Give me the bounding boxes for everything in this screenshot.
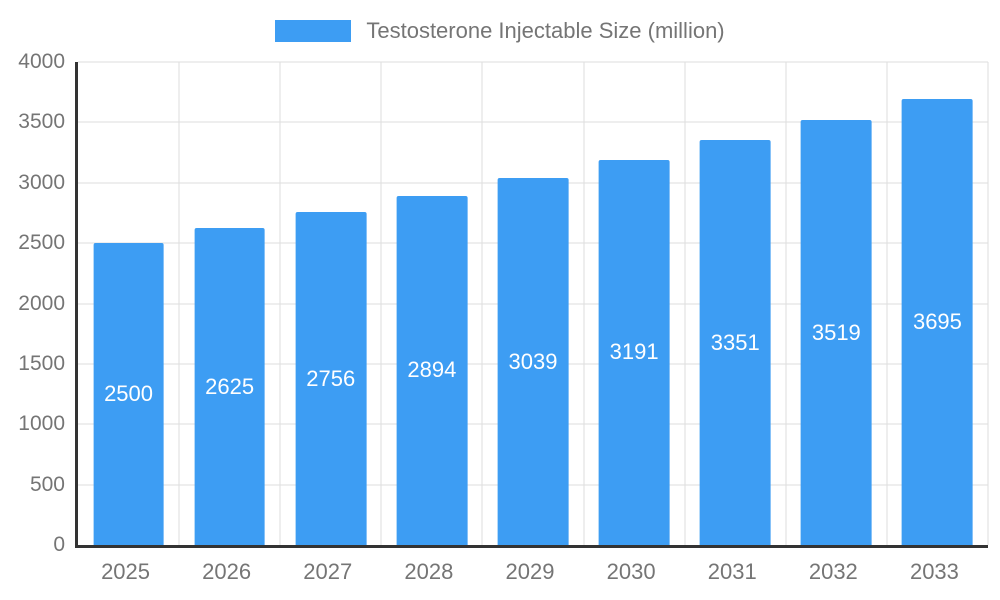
bar-2026[interactable]: 2625 — [194, 228, 266, 545]
x-axis-tick-label: 2033 — [909, 559, 959, 584]
v-gridline — [583, 62, 585, 545]
v-gridline — [279, 62, 281, 545]
x-axis-tick-label: 2027 — [303, 559, 353, 584]
x-axis-tick-label: 2028 — [404, 559, 454, 584]
y-axis: 0 500 1000 1500 2000 2500 3000 3500 4000 — [0, 50, 65, 556]
y-axis-tick-label: 1000 — [18, 412, 65, 436]
bar-value-label: 3039 — [508, 348, 558, 374]
y-axis-tick-label: 2500 — [18, 231, 65, 255]
v-gridline — [987, 62, 989, 545]
x-axis-tick-label: 2029 — [505, 559, 555, 584]
bar-2033[interactable]: 3695 — [902, 98, 973, 545]
x-axis: 2025 2026 2027 2028 2029 2030 2031 2032 2033 — [75, 551, 985, 596]
bar-value-label: 3519 — [811, 319, 861, 345]
v-gridline — [481, 62, 483, 545]
x-axis-tick-label: 2025 — [101, 559, 151, 584]
y-axis-tick-label: 3500 — [18, 110, 65, 134]
x-axis-tick-label: 2030 — [606, 559, 656, 584]
bar-2032[interactable]: 3519 — [800, 120, 872, 545]
v-gridline — [684, 62, 686, 545]
bar-2027[interactable]: 2756 — [295, 212, 367, 545]
bar-2028[interactable]: 2894 — [396, 195, 468, 545]
h-gridline — [78, 61, 988, 63]
bar-value-label: 3191 — [609, 339, 659, 365]
bar-value-label: 2756 — [306, 365, 356, 391]
v-gridline — [178, 62, 180, 545]
bar-2031[interactable]: 3351 — [699, 140, 771, 545]
bar-2030[interactable]: 3191 — [598, 159, 670, 545]
bar-value-label: 2894 — [407, 357, 457, 383]
bar-2025[interactable]: 2500 — [93, 243, 164, 545]
x-axis-tick-label: 2031 — [707, 559, 757, 584]
x-axis-tick-label: 2032 — [808, 559, 858, 584]
v-gridline — [380, 62, 382, 545]
v-gridline — [785, 62, 787, 545]
h-gridline — [78, 121, 988, 123]
plot-area: 2500 2625 2756 2894 3039 3191 3351 3519 3695 — [75, 61, 989, 548]
legend-label: Testosterone Injectable Size (million) — [366, 18, 725, 43]
x-axis-tick-label: 2026 — [202, 559, 252, 584]
y-axis-tick-label: 4000 — [18, 50, 65, 73]
legend-swatch — [275, 20, 352, 42]
y-axis-tick-label: 3000 — [18, 170, 65, 194]
y-axis-tick-label: 0 — [53, 533, 65, 556]
bar-value-label: 2500 — [104, 381, 154, 407]
legend[interactable]: Testosterone Injectable Size (million) — [0, 16, 1000, 46]
bar-value-label: 3351 — [710, 329, 760, 355]
y-axis-tick-label: 500 — [29, 472, 65, 496]
bar-2029[interactable]: 3039 — [497, 178, 569, 545]
y-axis-tick-label: 2000 — [18, 291, 65, 315]
y-axis-tick-label: 1500 — [18, 351, 65, 375]
bar-value-label: 3695 — [912, 308, 962, 334]
v-gridline — [886, 62, 888, 545]
bar-value-label: 2625 — [205, 373, 255, 399]
